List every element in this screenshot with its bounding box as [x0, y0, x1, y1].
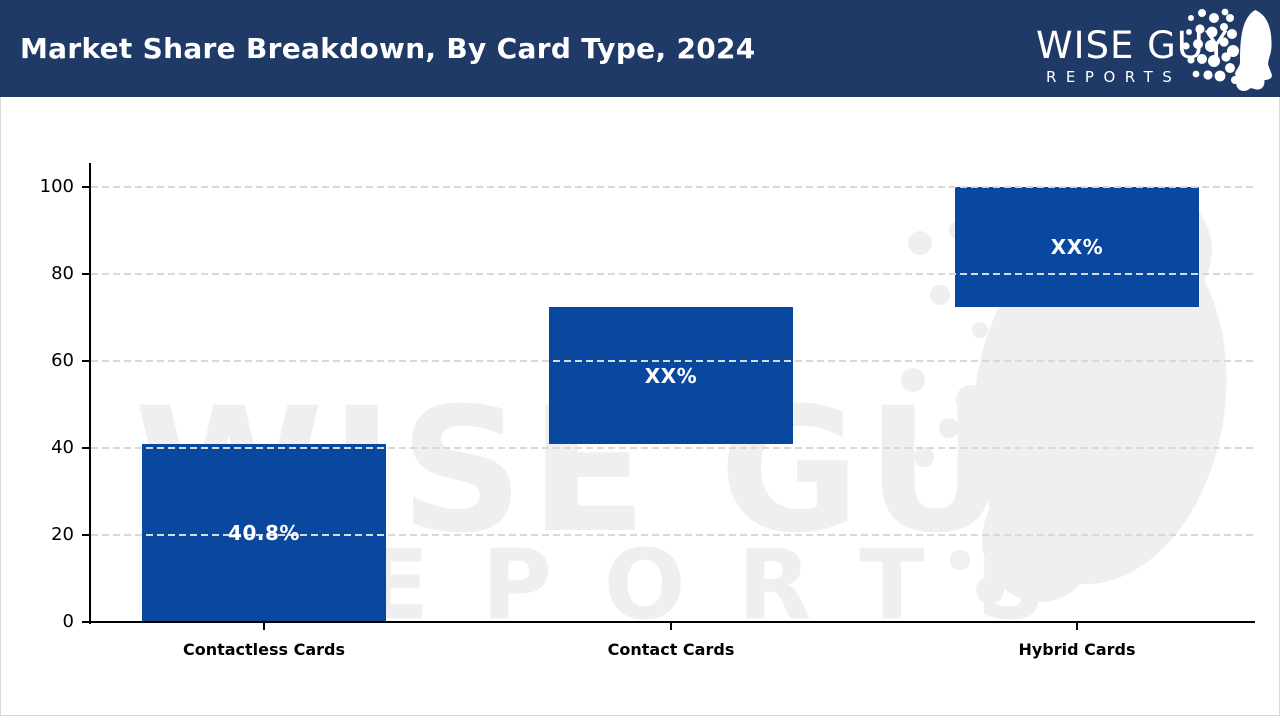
y-tick: [82, 185, 89, 188]
y-tick-label: 80: [51, 262, 74, 284]
header: Market Share Breakdown, By Card Type, 20…: [0, 0, 1280, 97]
x-category-label: Contact Cards: [607, 640, 735, 659]
x-tick: [670, 623, 672, 630]
bar-value-label: 40.8%: [228, 521, 300, 546]
bar-value-label: XX%: [644, 363, 698, 388]
x-axis-line: [89, 621, 1255, 623]
gridline-20: [91, 533, 1255, 536]
y-tick-label: 20: [51, 523, 74, 545]
gridline-40: [91, 446, 1255, 449]
y-tick-label: 0: [62, 611, 74, 632]
gridline-100: [91, 185, 1255, 188]
gridline-60: [91, 359, 1255, 362]
x-tick: [263, 623, 265, 630]
y-tick-label: 40: [51, 436, 74, 458]
wise-guy-logo: WISE GUY REPORTS: [1036, 8, 1272, 92]
logo-subtext: REPORTS: [1046, 68, 1181, 86]
y-tick: [82, 359, 89, 362]
x-category-label: Contactless Cards: [182, 640, 346, 659]
gridline-80: [91, 272, 1255, 275]
y-tick-label: 100: [39, 175, 74, 197]
bar-contactless-cards: [142, 444, 386, 622]
x-tick: [1076, 623, 1078, 630]
bar-value-label: XX%: [1050, 234, 1104, 259]
y-tick: [82, 533, 89, 536]
y-tick: [82, 272, 89, 275]
y-tick: [82, 621, 89, 623]
y-tick: [82, 446, 89, 449]
page-title: Market Share Breakdown, By Card Type, 20…: [20, 32, 756, 65]
bar-contact-cards: [549, 307, 793, 445]
y-axis-line: [89, 163, 91, 624]
y-tick-label: 60: [51, 349, 74, 371]
logo-head-icon: [1182, 8, 1272, 92]
x-category-label: Hybrid Cards: [1018, 640, 1136, 659]
